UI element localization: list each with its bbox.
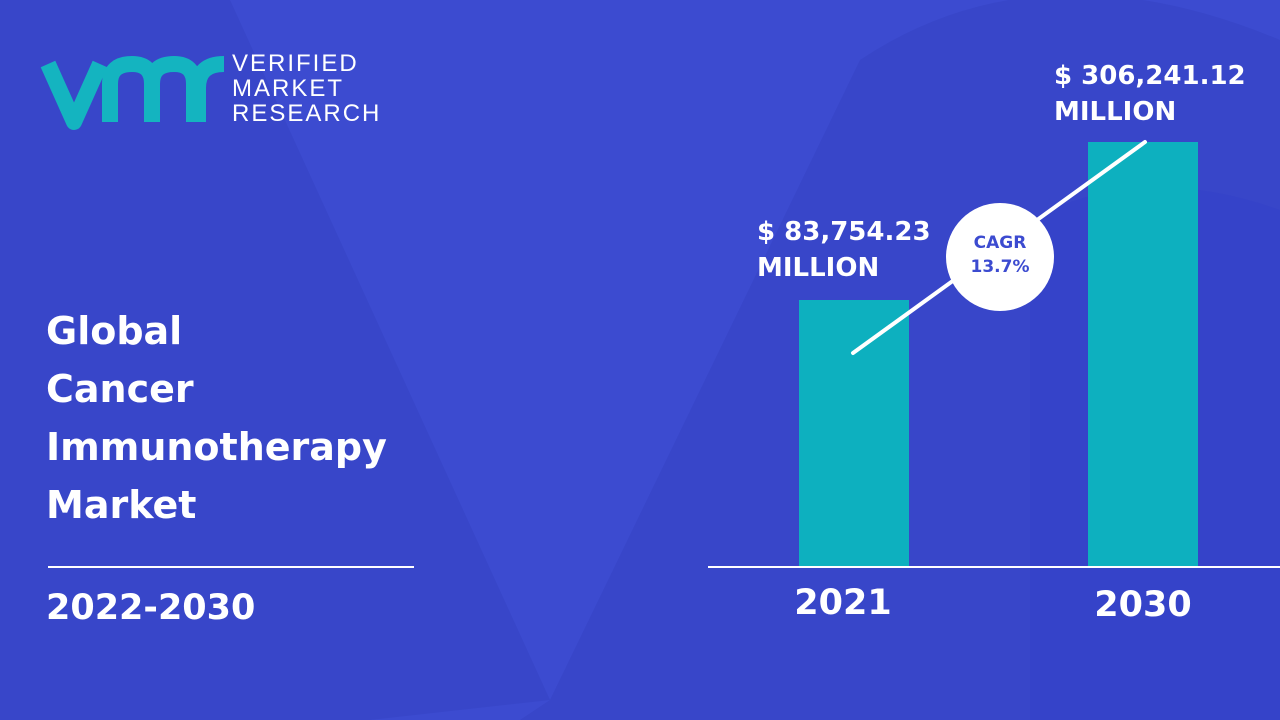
brand-line-2: MARKET xyxy=(232,75,345,102)
brand-line-1: VERIFIED xyxy=(232,50,359,77)
forecast-period: 2022-2030 xyxy=(46,588,256,628)
cagr-badge: CAGR 13.7% xyxy=(946,203,1054,311)
data-label-2030: $ 306,241.12 MILLION xyxy=(1054,58,1246,130)
data-label-2030-value: $ 306,241.12 xyxy=(1054,61,1246,91)
title-line-1: Global xyxy=(46,309,183,353)
data-label-2021-unit: MILLION xyxy=(757,253,880,283)
title-line-2: Cancer xyxy=(46,367,194,411)
category-label-2030: 2030 xyxy=(1094,585,1192,625)
v-shape-left xyxy=(0,0,550,720)
data-label-2021: $ 83,754.23 MILLION xyxy=(757,214,931,286)
vmr-logo-mark xyxy=(40,55,225,130)
title-line-3: Immunotherapy xyxy=(46,425,387,469)
data-label-2021-value: $ 83,754.23 xyxy=(757,217,931,247)
cagr-value: 13.7% xyxy=(970,257,1030,277)
cagr-label: CAGR xyxy=(973,233,1027,253)
brand-line-3: RESEARCH xyxy=(232,100,382,127)
page-title: Global Cancer Immunotherapy Market xyxy=(46,302,466,534)
brand-wordmark: VERIFIED MARKET RESEARCH xyxy=(232,52,381,127)
title-divider xyxy=(48,566,414,568)
title-line-4: Market xyxy=(46,483,197,527)
category-label-2021: 2021 xyxy=(794,583,892,623)
bar-2021 xyxy=(799,300,909,567)
data-label-2030-unit: MILLION xyxy=(1054,97,1177,127)
bar-2030 xyxy=(1088,142,1198,567)
